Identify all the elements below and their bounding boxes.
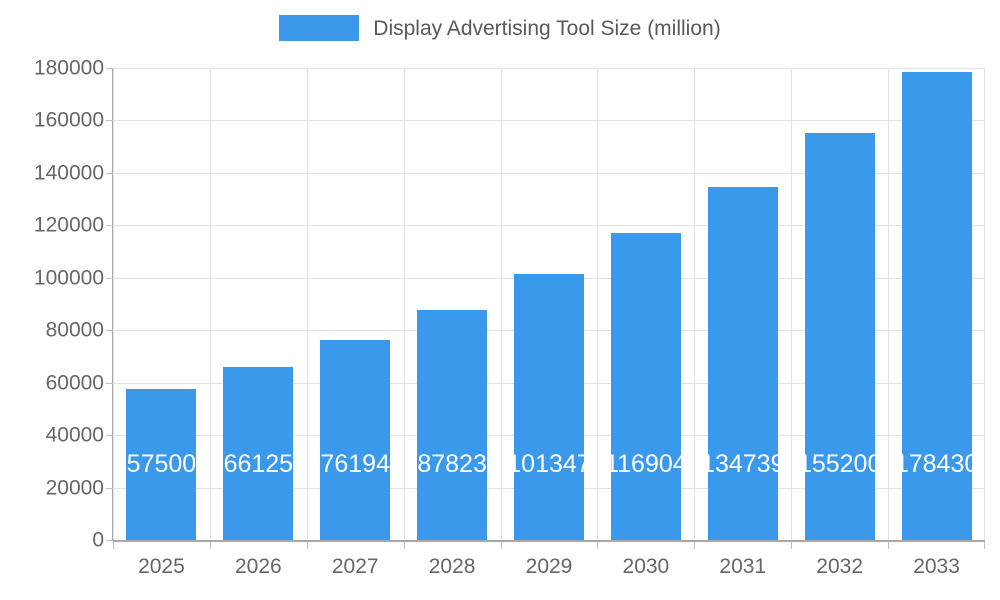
gridline-horizontal — [113, 68, 985, 69]
gridline-vertical — [404, 68, 405, 540]
bar-value-label: 134739 — [707, 450, 778, 478]
y-axis-tick — [106, 330, 113, 332]
y-axis-tick — [106, 382, 113, 384]
y-axis-tick — [106, 120, 113, 122]
x-axis-tick — [597, 542, 598, 549]
x-axis-tick-label: 2031 — [719, 555, 767, 578]
y-axis-tick — [106, 225, 113, 227]
bar-2030[interactable]: 116904 — [610, 233, 681, 540]
chart-legend: Display Advertising Tool Size (million) — [0, 10, 1000, 46]
y-axis-tick — [106, 172, 113, 174]
gridline-vertical — [210, 68, 211, 540]
gridline-vertical — [791, 68, 792, 540]
gridline-vertical — [113, 68, 114, 540]
y-axis-tick-label: 100000 — [33, 266, 104, 290]
x-axis-tick — [888, 542, 889, 549]
y-axis-tick-label: 60000 — [45, 371, 104, 395]
x-axis-tick-label: 2032 — [816, 555, 864, 578]
bar-2025[interactable]: 57500 — [126, 389, 197, 540]
x-axis-tick — [307, 542, 308, 549]
x-axis-tick — [694, 542, 695, 549]
bar-value-label: 87823 — [417, 450, 487, 478]
x-axis-tick — [501, 542, 502, 549]
bar-2033[interactable]: 178430 — [901, 72, 972, 540]
bar-2031[interactable]: 134739 — [707, 186, 778, 540]
bar-2027[interactable]: 76194 — [320, 340, 391, 540]
y-axis-tick — [106, 487, 113, 489]
bar-value-label: 66125 — [223, 450, 294, 478]
bar-value-label: 76194 — [320, 450, 390, 478]
plot-area: 57500 66125 76194 87823 101347 116904 134739 15… — [113, 68, 985, 540]
x-axis-tick — [791, 542, 792, 549]
y-axis-tick — [106, 68, 113, 69]
x-axis-tick-label: 2025 — [138, 555, 185, 578]
x-axis-tick-label: 2030 — [622, 555, 670, 578]
x-axis-tick — [113, 542, 114, 549]
gridline-vertical — [597, 68, 598, 540]
x-axis-tick-label: 2033 — [913, 555, 960, 578]
bar-2032[interactable]: 155200 — [804, 133, 875, 540]
bar-2028[interactable]: 87823 — [417, 309, 488, 540]
gridline-horizontal — [113, 225, 985, 227]
gridline-vertical — [888, 68, 889, 540]
gridline-horizontal — [113, 172, 985, 174]
y-axis-tick — [106, 277, 113, 279]
y-axis-tick-label: 40000 — [45, 423, 104, 447]
bar-2029[interactable]: 101347 — [514, 274, 584, 540]
x-axis-line — [113, 540, 985, 542]
x-axis-tick-label: 2027 — [331, 555, 379, 578]
y-axis-tick-label: 180000 — [33, 56, 104, 80]
x-axis-tick-label: 2029 — [525, 555, 573, 578]
y-axis-labels: 0 20000 40000 60000 80000 100000 120000 140000 1… — [0, 0, 104, 600]
gridline-vertical — [694, 68, 695, 540]
y-axis-tick-label: 120000 — [33, 213, 104, 237]
bar-2026[interactable]: 66125 — [223, 366, 294, 540]
bar-value-label: 101347 — [514, 450, 584, 478]
x-axis-tick — [404, 542, 405, 549]
y-axis-tick-label: 20000 — [45, 476, 104, 500]
y-axis-tick-label: 80000 — [45, 318, 104, 342]
y-axis-tick — [106, 540, 113, 541]
legend-label[interactable]: Display Advertising Tool Size (million) — [373, 16, 721, 40]
gridline-horizontal — [113, 120, 985, 122]
gridline-vertical — [984, 68, 985, 540]
x-axis-tick-label: 2028 — [428, 555, 476, 578]
bar-value-label: 116904 — [611, 450, 681, 478]
bar-value-label: 57500 — [126, 450, 197, 478]
bar-value-label: 178430 — [901, 450, 972, 478]
legend-swatch-icon[interactable] — [279, 15, 360, 41]
y-axis-tick-label: 160000 — [33, 108, 104, 132]
y-axis-tick-label: 140000 — [33, 161, 104, 185]
gridline-vertical — [307, 68, 308, 540]
gridline-vertical — [501, 68, 502, 540]
x-axis-tick — [210, 542, 211, 549]
y-axis-tick-label: 0 — [92, 528, 104, 552]
x-axis-tick-label: 2026 — [234, 555, 282, 578]
x-axis-tick — [984, 542, 985, 549]
y-axis-tick — [106, 435, 113, 437]
bar-value-label: 155200 — [804, 450, 875, 478]
